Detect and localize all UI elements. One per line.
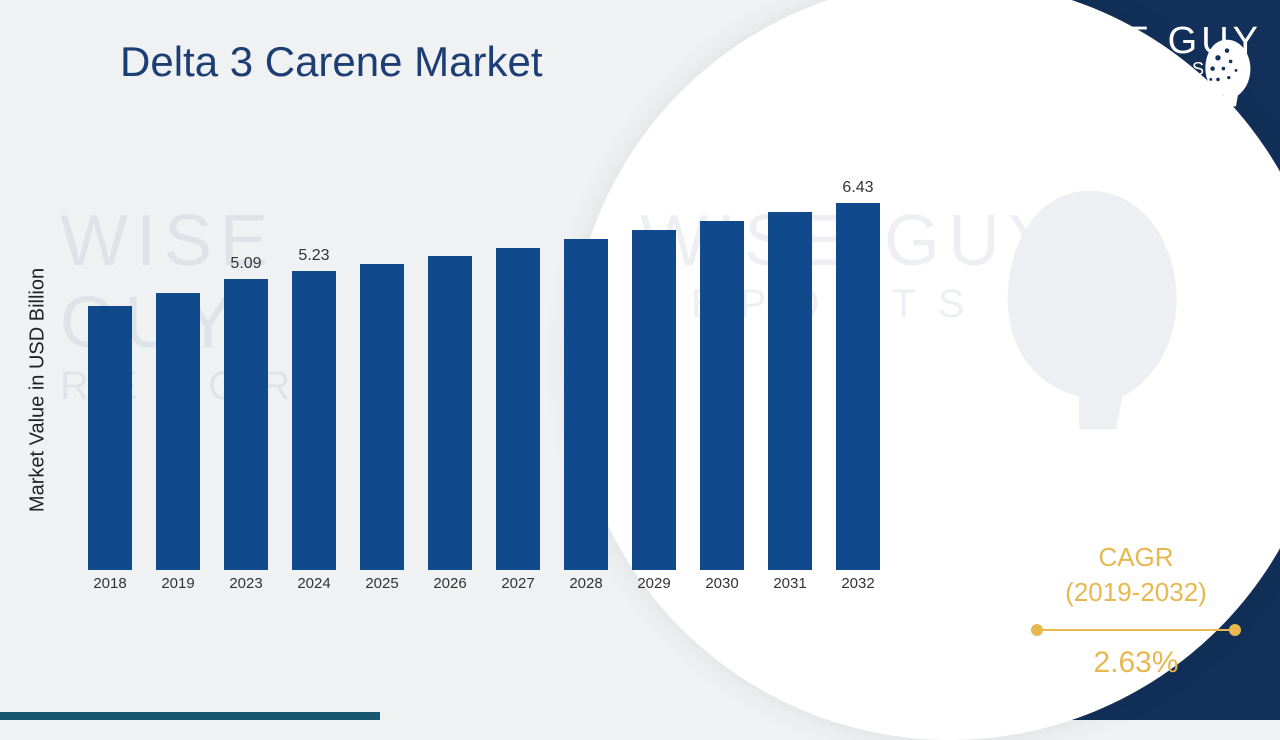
head-icon: [1198, 38, 1256, 110]
x-tick-label: 2023: [218, 575, 274, 592]
x-tick-label: 2027: [490, 575, 546, 592]
bar: [156, 293, 200, 570]
cagr-value: 2.63%: [992, 646, 1280, 680]
bar: [360, 264, 404, 570]
x-tick-label: 2025: [354, 575, 410, 592]
bar: [564, 239, 608, 570]
bar-value-label: 5.09: [224, 255, 268, 273]
bar: [700, 221, 744, 570]
y-axis-label: Market Value in USD Billion: [27, 268, 50, 512]
bar: [88, 306, 132, 570]
bottom-accent-strip: [0, 712, 380, 720]
x-tick-label: 2031: [762, 575, 818, 592]
bar-value-label: 6.43: [836, 179, 880, 197]
bar-value-label: 5.23: [292, 247, 336, 265]
bar: 6.43: [836, 203, 880, 570]
x-tick-label: 2024: [286, 575, 342, 592]
x-tick-label: 2030: [694, 575, 750, 592]
cagr-label: CAGR (2019-2032): [992, 540, 1280, 610]
chart-title: Delta 3 Carene Market: [120, 38, 543, 86]
x-tick-label: 2032: [830, 575, 886, 592]
cagr-block: CAGR (2019-2032) 2.63%: [992, 540, 1280, 680]
bar: [768, 212, 812, 570]
chart-region: Market Value in USD Billion 201820195.09…: [48, 170, 918, 610]
x-tick-label: 2028: [558, 575, 614, 592]
bar: [632, 230, 676, 570]
x-tick-label: 2026: [422, 575, 478, 592]
x-tick-label: 2018: [82, 575, 138, 592]
bar: 5.23: [292, 271, 336, 570]
x-tick-label: 2019: [150, 575, 206, 592]
x-tick-label: 2029: [626, 575, 682, 592]
bar-plot: 201820195.0920235.2320242025202620272028…: [88, 170, 918, 570]
cagr-divider: [1031, 624, 1241, 636]
brand-logo: WISE GUY REPORTS: [992, 20, 1262, 80]
bar: 5.09: [224, 279, 268, 570]
bar: [428, 256, 472, 570]
bar: [496, 248, 540, 570]
